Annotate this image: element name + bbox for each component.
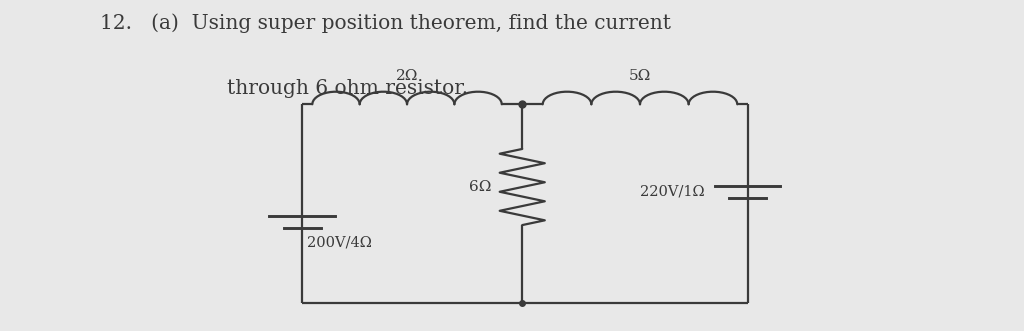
Text: 220V/1Ω: 220V/1Ω — [640, 185, 705, 199]
Text: 5Ω: 5Ω — [629, 69, 651, 83]
Text: 2Ω: 2Ω — [396, 69, 418, 83]
Text: 200V/4Ω: 200V/4Ω — [307, 236, 372, 250]
Text: through 6 ohm resistor.: through 6 ohm resistor. — [227, 79, 468, 98]
Text: 6Ω: 6Ω — [469, 180, 492, 194]
Text: 12.   (a)  Using super position theorem, find the current: 12. (a) Using super position theorem, fi… — [100, 13, 672, 33]
